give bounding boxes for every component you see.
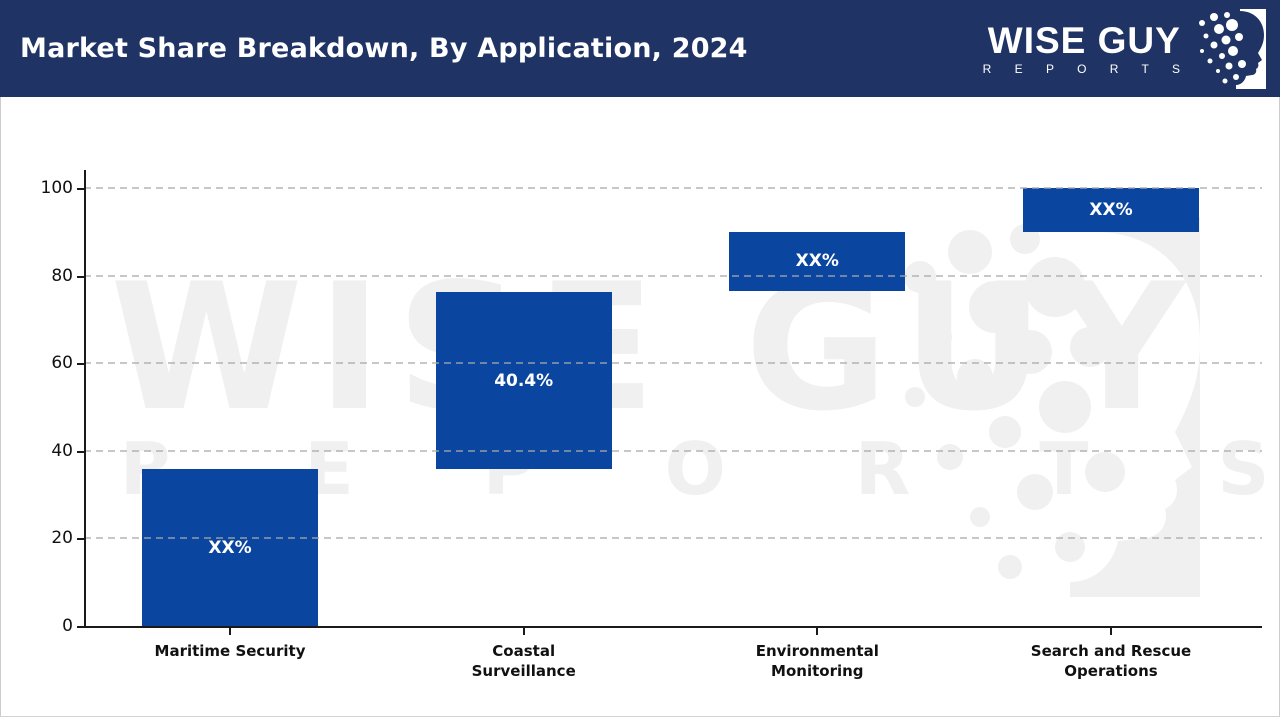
x-category-label: Environmental Monitoring bbox=[755, 642, 879, 681]
bar-segment: XX% bbox=[142, 469, 318, 626]
bar-value-label: XX% bbox=[208, 537, 252, 558]
y-tick-label: 20 bbox=[51, 528, 73, 549]
y-tick-label: 0 bbox=[62, 616, 73, 636]
y-tick-mark bbox=[77, 188, 84, 190]
bar-segment: XX% bbox=[1023, 188, 1199, 232]
logo-wordmark: WISE GUY bbox=[987, 19, 1181, 61]
logo-text: WISE GUY R E P O R T S bbox=[979, 22, 1190, 76]
y-tick-mark bbox=[77, 363, 84, 366]
bar-segment: XX% bbox=[729, 231, 906, 291]
bar-value-label: XX% bbox=[1089, 199, 1133, 220]
y-tick-mark bbox=[77, 538, 84, 541]
gridline bbox=[84, 274, 1262, 277]
x-category-label: Coastal Surveillance bbox=[471, 642, 576, 681]
x-tick-mark bbox=[522, 628, 525, 635]
gridline bbox=[84, 187, 1262, 189]
bar-value-label: XX% bbox=[795, 251, 839, 272]
x-tick-mark bbox=[229, 628, 231, 635]
gridline bbox=[84, 362, 1262, 365]
gridline bbox=[84, 537, 1262, 540]
y-tick-mark bbox=[77, 450, 84, 453]
gridline bbox=[84, 449, 1262, 452]
page-title: Market Share Breakdown, By Application, … bbox=[20, 33, 748, 64]
y-tick-mark bbox=[77, 275, 84, 278]
wise-guy-logo: WISE GUY R E P O R T S bbox=[979, 8, 1266, 89]
x-tick-mark bbox=[816, 628, 819, 635]
y-tick-label: 60 bbox=[51, 353, 73, 374]
logo-subtext: R E P O R T S bbox=[982, 61, 1190, 76]
logo-face-icon bbox=[1199, 8, 1266, 89]
bar-chart: XX% 40.4% XX% XX% 0 20 40 60 80 100 Maritime Secur… bbox=[0, 97, 1280, 717]
y-tick-label: 80 bbox=[51, 265, 73, 286]
header-band: Market Share Breakdown, By Application, … bbox=[0, 0, 1280, 97]
y-tick-mark bbox=[77, 626, 84, 628]
y-tick-label: 100 bbox=[40, 178, 73, 198]
bar-segment: 40.4% bbox=[435, 292, 612, 470]
x-tick-mark bbox=[1110, 628, 1112, 635]
bar-value-label: 40.4% bbox=[494, 370, 554, 391]
x-category-label: Search and Rescue Operations bbox=[1030, 642, 1192, 681]
x-axis-line bbox=[84, 626, 1262, 628]
y-tick-label: 40 bbox=[51, 440, 73, 461]
x-category-label: Maritime Security bbox=[154, 642, 306, 660]
y-axis-line bbox=[84, 170, 86, 628]
